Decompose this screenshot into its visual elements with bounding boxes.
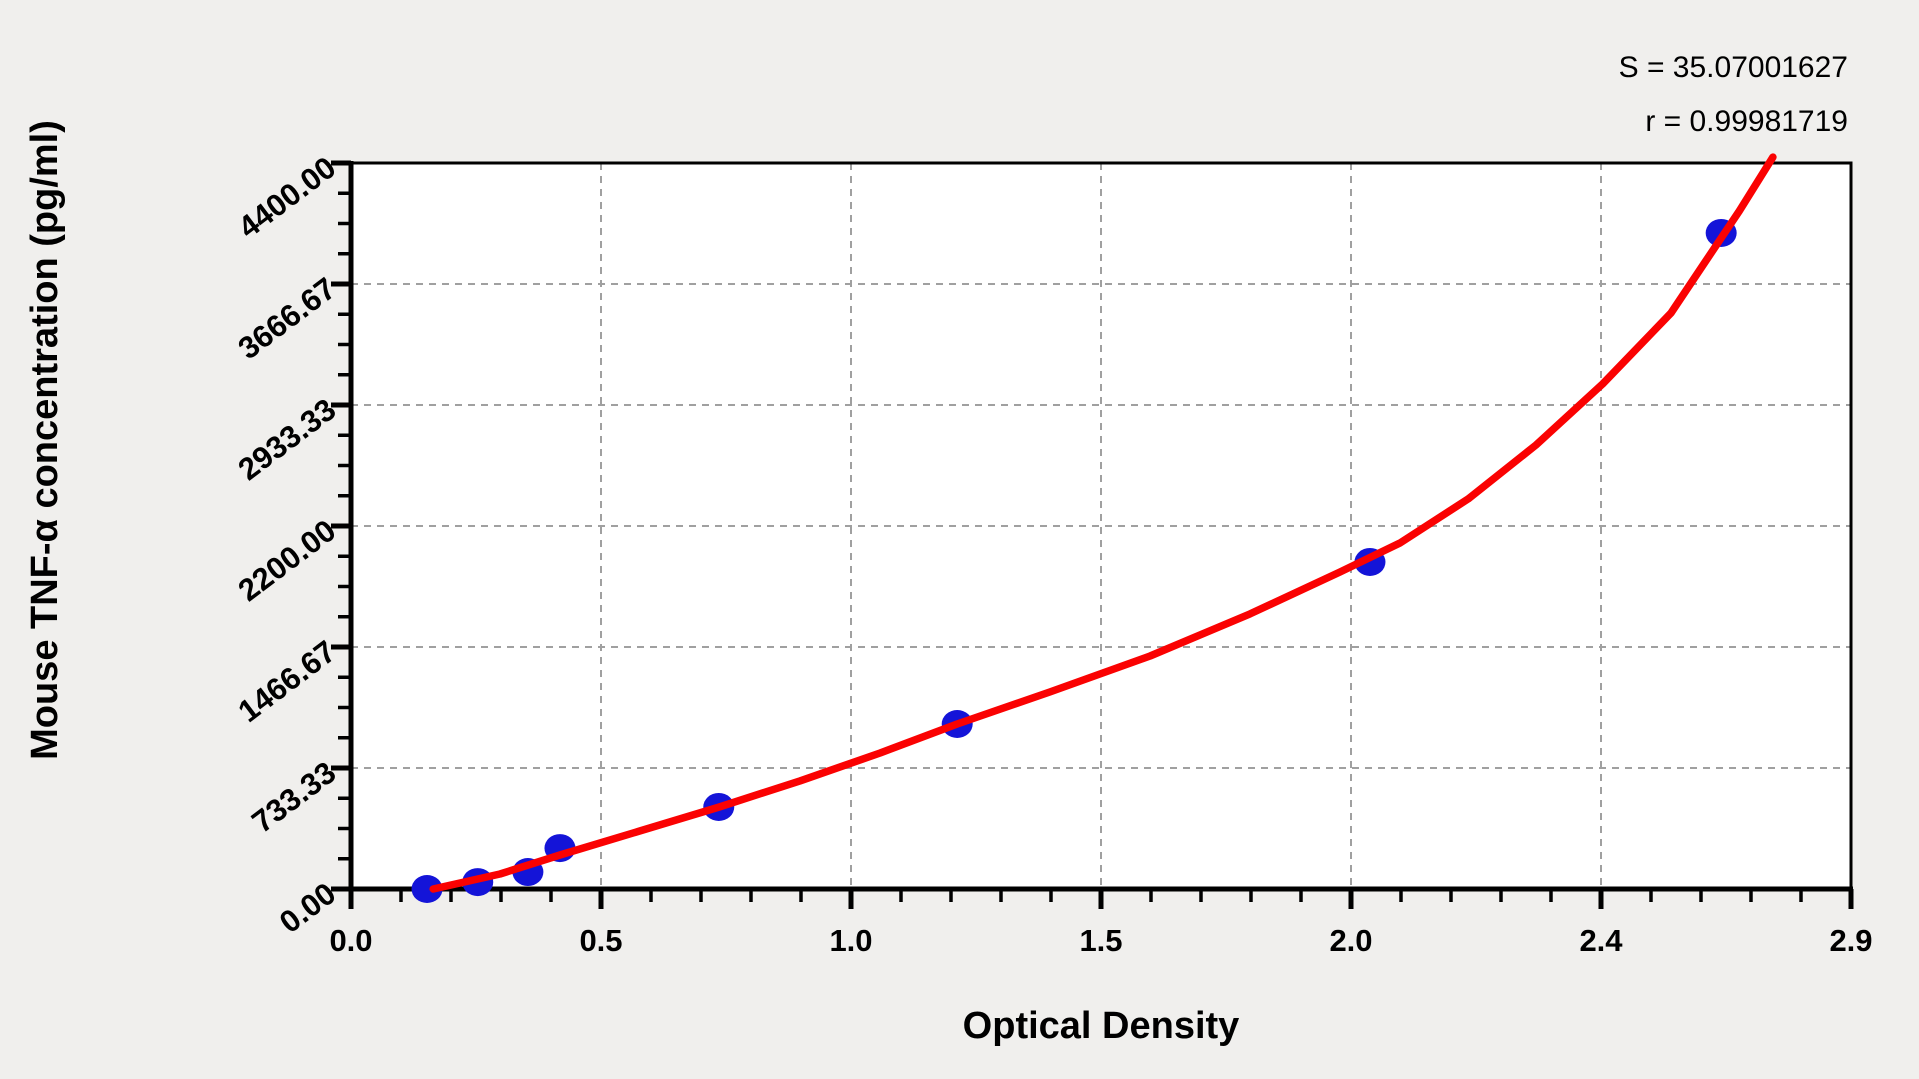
y-axis-title: Mouse TNF-α concentration (pg/ml) bbox=[24, 120, 66, 760]
x-tick-label: 0.5 bbox=[579, 923, 622, 958]
x-tick-label: 2.4 bbox=[1579, 923, 1623, 958]
y-tick-label: 2200.00 bbox=[232, 513, 343, 608]
x-tick-label: 1.5 bbox=[1079, 923, 1122, 958]
axis-ticks bbox=[331, 160, 1854, 909]
fit-curve-layer bbox=[429, 153, 1777, 893]
x-tick-label: 2.9 bbox=[1829, 923, 1872, 958]
y-tick-label: 733.33 bbox=[245, 755, 342, 840]
y-tick-label: 4400.00 bbox=[232, 150, 343, 245]
grid-lines bbox=[351, 163, 1851, 889]
data-point bbox=[411, 875, 443, 903]
x-tick-label: 0.0 bbox=[329, 923, 372, 958]
x-axis-title: Optical Density bbox=[963, 1005, 1240, 1047]
y-tick-label: 1466.67 bbox=[232, 634, 343, 729]
y-tick-label: 2933.33 bbox=[232, 392, 343, 487]
x-tick-label: 1.0 bbox=[829, 923, 872, 958]
fit-curve bbox=[429, 153, 1777, 893]
fit-s-value: S = 35.07001627 bbox=[1619, 51, 1848, 84]
y-tick-label: 3666.67 bbox=[232, 271, 343, 366]
x-tick-label: 2.0 bbox=[1329, 923, 1372, 958]
fit-r-value: r = 0.99981719 bbox=[1645, 105, 1848, 138]
